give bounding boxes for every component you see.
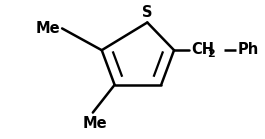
Text: 2: 2 [207, 49, 214, 59]
Text: Me: Me [36, 21, 60, 36]
Text: Me: Me [82, 116, 107, 131]
Text: S: S [142, 6, 153, 20]
Text: CH: CH [191, 42, 214, 57]
Text: Ph: Ph [237, 42, 259, 57]
